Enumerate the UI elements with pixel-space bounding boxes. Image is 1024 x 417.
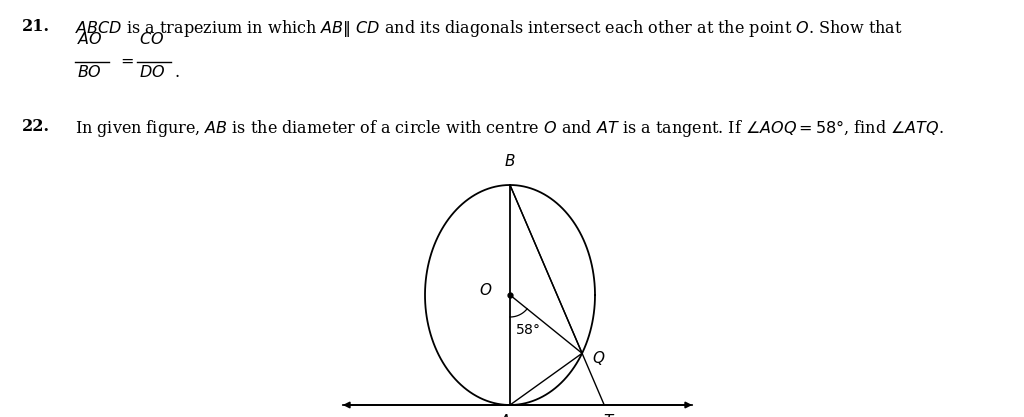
Text: $Q$: $Q$ bbox=[592, 349, 605, 367]
Text: $A$: $A$ bbox=[499, 413, 511, 417]
Text: $DO$: $DO$ bbox=[139, 64, 165, 81]
Text: $CO$: $CO$ bbox=[139, 31, 164, 48]
Text: $58°$: $58°$ bbox=[515, 323, 541, 337]
Text: 22.: 22. bbox=[22, 118, 50, 135]
Text: In given figure, $AB$ is the diameter of a circle with centre $O$ and $AT$ is a : In given figure, $AB$ is the diameter of… bbox=[75, 118, 944, 139]
Text: $AO$: $AO$ bbox=[77, 31, 102, 48]
Text: $B$: $B$ bbox=[504, 153, 516, 169]
Text: 21.: 21. bbox=[22, 18, 50, 35]
Text: $ABCD$ is a trapezium in which $AB\|$ $CD$ and its diagonals intersect each othe: $ABCD$ is a trapezium in which $AB\|$ $C… bbox=[75, 18, 903, 39]
Text: $O$: $O$ bbox=[478, 282, 492, 298]
Text: .: . bbox=[174, 64, 179, 81]
Text: $=$: $=$ bbox=[117, 52, 134, 68]
Text: $BO$: $BO$ bbox=[77, 64, 102, 81]
Text: $T$: $T$ bbox=[603, 413, 615, 417]
